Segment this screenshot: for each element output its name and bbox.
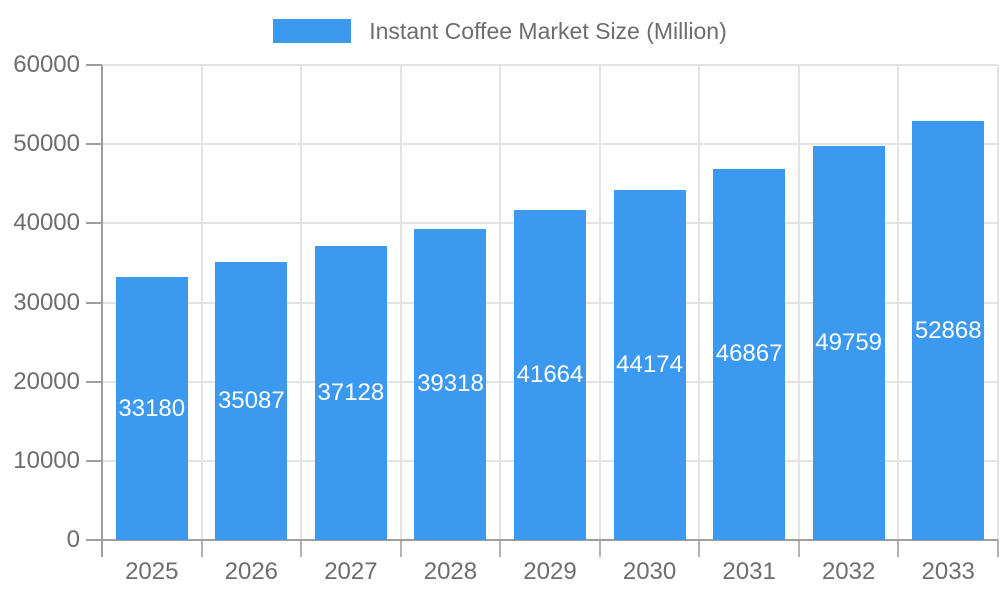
y-axis-tick-label: 30000 (13, 288, 80, 316)
y-axis-tick (86, 222, 102, 225)
x-grid-line (200, 65, 203, 540)
x-axis-tick (897, 540, 900, 557)
bar-value-label: 49759 (815, 329, 883, 357)
x-axis-tick-label: 2030 (622, 558, 677, 585)
legend-series-label: Instant Coffee Market Size (Million) (369, 17, 727, 44)
x-axis-line (86, 539, 998, 541)
bar-value-label: 35087 (217, 387, 285, 415)
chart-legend[interactable]: Instant Coffee Market Size (Million) (0, 12, 1000, 50)
y-axis-tick (86, 301, 102, 304)
y-axis-tick-label: 60000 (13, 51, 80, 78)
y-axis-tick-label: 0 (66, 526, 80, 553)
bar-value-label: 41664 (516, 361, 584, 389)
x-axis-tick (598, 540, 601, 557)
bar-value-label: 39318 (417, 370, 484, 398)
bar[interactable]: 35087 (215, 262, 288, 540)
bar[interactable]: 49759 (812, 146, 885, 540)
x-axis-tick (399, 540, 402, 557)
bar[interactable]: 46867 (713, 168, 786, 540)
x-axis-tick (797, 540, 800, 557)
bar-value-label: 46867 (715, 340, 783, 368)
x-axis-tick (997, 540, 999, 557)
x-grid-line (300, 65, 303, 540)
bar[interactable]: 41664 (514, 210, 586, 540)
bar[interactable]: 37128 (314, 246, 387, 540)
bar-value-label: 44174 (616, 351, 683, 379)
y-axis-tick-label: 50000 (13, 130, 80, 158)
x-axis-tick-label: 2028 (423, 558, 478, 585)
bar[interactable]: 44174 (613, 190, 686, 540)
x-grid-line (499, 65, 502, 540)
x-axis-tick-label: 2029 (523, 558, 577, 585)
y-axis-tick-label: 10000 (13, 446, 80, 474)
bar-value-label: 37128 (317, 379, 385, 407)
x-axis-tick (200, 540, 203, 557)
x-grid-line (598, 65, 601, 540)
x-axis-tick (698, 540, 701, 557)
bar[interactable]: 33180 (115, 277, 188, 540)
x-grid-line (399, 65, 402, 540)
y-axis-tick-label: 40000 (13, 209, 80, 237)
y-grid-line (102, 64, 998, 66)
x-grid-line (797, 65, 800, 540)
x-axis-tick-label: 2033 (921, 558, 975, 585)
x-axis-tick-label: 2031 (722, 558, 776, 585)
y-grid-line (102, 143, 998, 146)
bar[interactable]: 52868 (912, 121, 985, 540)
y-axis-tick-label: 20000 (13, 367, 80, 395)
x-grid-line (698, 65, 701, 540)
y-axis-tick (86, 64, 102, 66)
y-axis-tick (86, 143, 102, 146)
y-axis-tick (86, 459, 102, 462)
x-grid-line (997, 65, 999, 540)
x-axis-tick-label: 2025 (125, 558, 179, 585)
legend-swatch-icon (273, 19, 352, 43)
x-axis-tick (499, 540, 502, 557)
bar-value-label: 52868 (914, 316, 982, 344)
y-axis-tick (86, 380, 102, 383)
bar[interactable]: 39318 (414, 228, 487, 540)
bar-value-label: 33180 (118, 394, 186, 422)
y-axis-line (101, 65, 103, 557)
x-axis-tick-label: 2032 (821, 558, 876, 585)
x-axis-tick (300, 540, 303, 557)
x-grid-line (897, 65, 900, 540)
x-axis-tick-label: 2027 (324, 558, 378, 585)
x-axis-tick-label: 2026 (224, 558, 279, 585)
